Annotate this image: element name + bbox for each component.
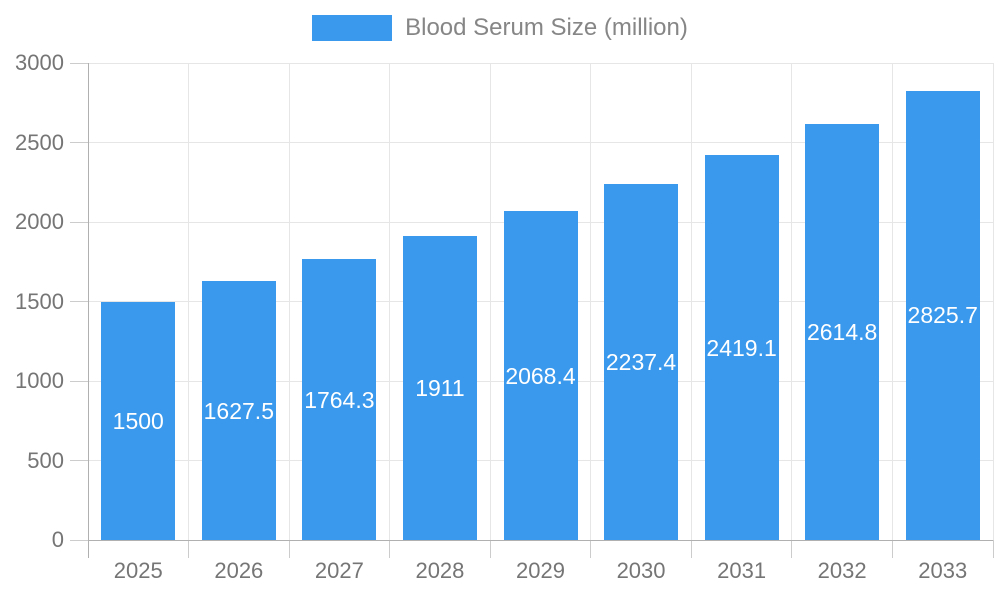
x-axis-label: 2031 [717, 558, 767, 583]
y-axis-label: 1000 [15, 368, 64, 393]
bar-value-label: 2825.7 [907, 302, 978, 329]
x-axis-tick [590, 540, 592, 558]
bar-value-label: 1764.3 [304, 386, 375, 413]
bar-value-label: 2614.8 [806, 319, 878, 346]
y-axis-line [87, 63, 89, 558]
bar-value-label: 1627.5 [203, 397, 274, 424]
x-axis-tick [188, 540, 190, 558]
bar[interactable] [704, 155, 779, 540]
x-axis-tick [891, 540, 893, 558]
y-axis-label: 2000 [15, 209, 64, 234]
bar[interactable] [402, 236, 477, 540]
x-axis-label: 2026 [214, 558, 264, 583]
x-axis-line [88, 539, 993, 541]
gridline-vertical [288, 63, 290, 540]
gridline-vertical [791, 63, 793, 540]
gridline-vertical [590, 63, 592, 540]
gridline-vertical [389, 63, 391, 540]
bar[interactable] [604, 184, 679, 540]
y-axis-label: 1500 [15, 288, 64, 314]
bar[interactable] [805, 124, 880, 540]
gridline-vertical [992, 63, 994, 540]
y-axis-label: 2500 [15, 129, 64, 155]
bar-value-label: 1911 [415, 375, 465, 402]
legend[interactable]: Blood Serum Size (million) [0, 14, 1000, 42]
x-axis-label: 2030 [616, 558, 666, 583]
y-axis-tick [70, 142, 88, 143]
x-axis-label: 2032 [817, 558, 867, 583]
bar-value-label: 2237.4 [605, 349, 677, 376]
bar[interactable] [101, 301, 176, 540]
x-axis-tick [489, 540, 491, 558]
x-axis-tick [288, 540, 290, 558]
y-axis-tick [70, 62, 88, 64]
y-axis-label: 500 [27, 447, 64, 473]
y-axis-tick [70, 380, 88, 382]
x-axis-label: 2027 [314, 558, 364, 583]
y-axis-label: 3000 [15, 50, 64, 75]
legend-label: Blood Serum Size (million) [405, 14, 688, 41]
bar-value-label: 2068.4 [505, 362, 576, 389]
bar[interactable] [503, 211, 578, 540]
x-axis-label: 2029 [516, 558, 565, 583]
x-axis-tick [389, 540, 391, 558]
bar[interactable] [201, 281, 276, 540]
bar-value-label: 2419.1 [706, 334, 777, 361]
y-axis-tick [70, 221, 88, 223]
x-axis-label: 2033 [918, 558, 968, 583]
bar[interactable] [905, 90, 980, 540]
x-axis-label: 2028 [415, 558, 465, 583]
y-axis-tick [70, 460, 88, 461]
y-axis-label: 0 [51, 527, 64, 552]
legend-swatch [312, 15, 393, 41]
gridline-vertical [690, 63, 692, 540]
bar-value-label: 1500 [112, 407, 164, 434]
y-axis-tick [70, 301, 88, 302]
x-axis-label: 2025 [113, 558, 163, 583]
x-axis-tick [690, 540, 692, 558]
bar[interactable] [302, 259, 377, 540]
gridline-horizontal [88, 62, 993, 64]
gridline-vertical [891, 63, 893, 540]
x-axis-tick [992, 540, 994, 558]
gridline-vertical [489, 63, 491, 540]
x-axis-tick [791, 540, 793, 558]
gridline-vertical [188, 63, 190, 540]
gridline-horizontal [88, 142, 993, 143]
y-axis-tick [70, 539, 88, 541]
